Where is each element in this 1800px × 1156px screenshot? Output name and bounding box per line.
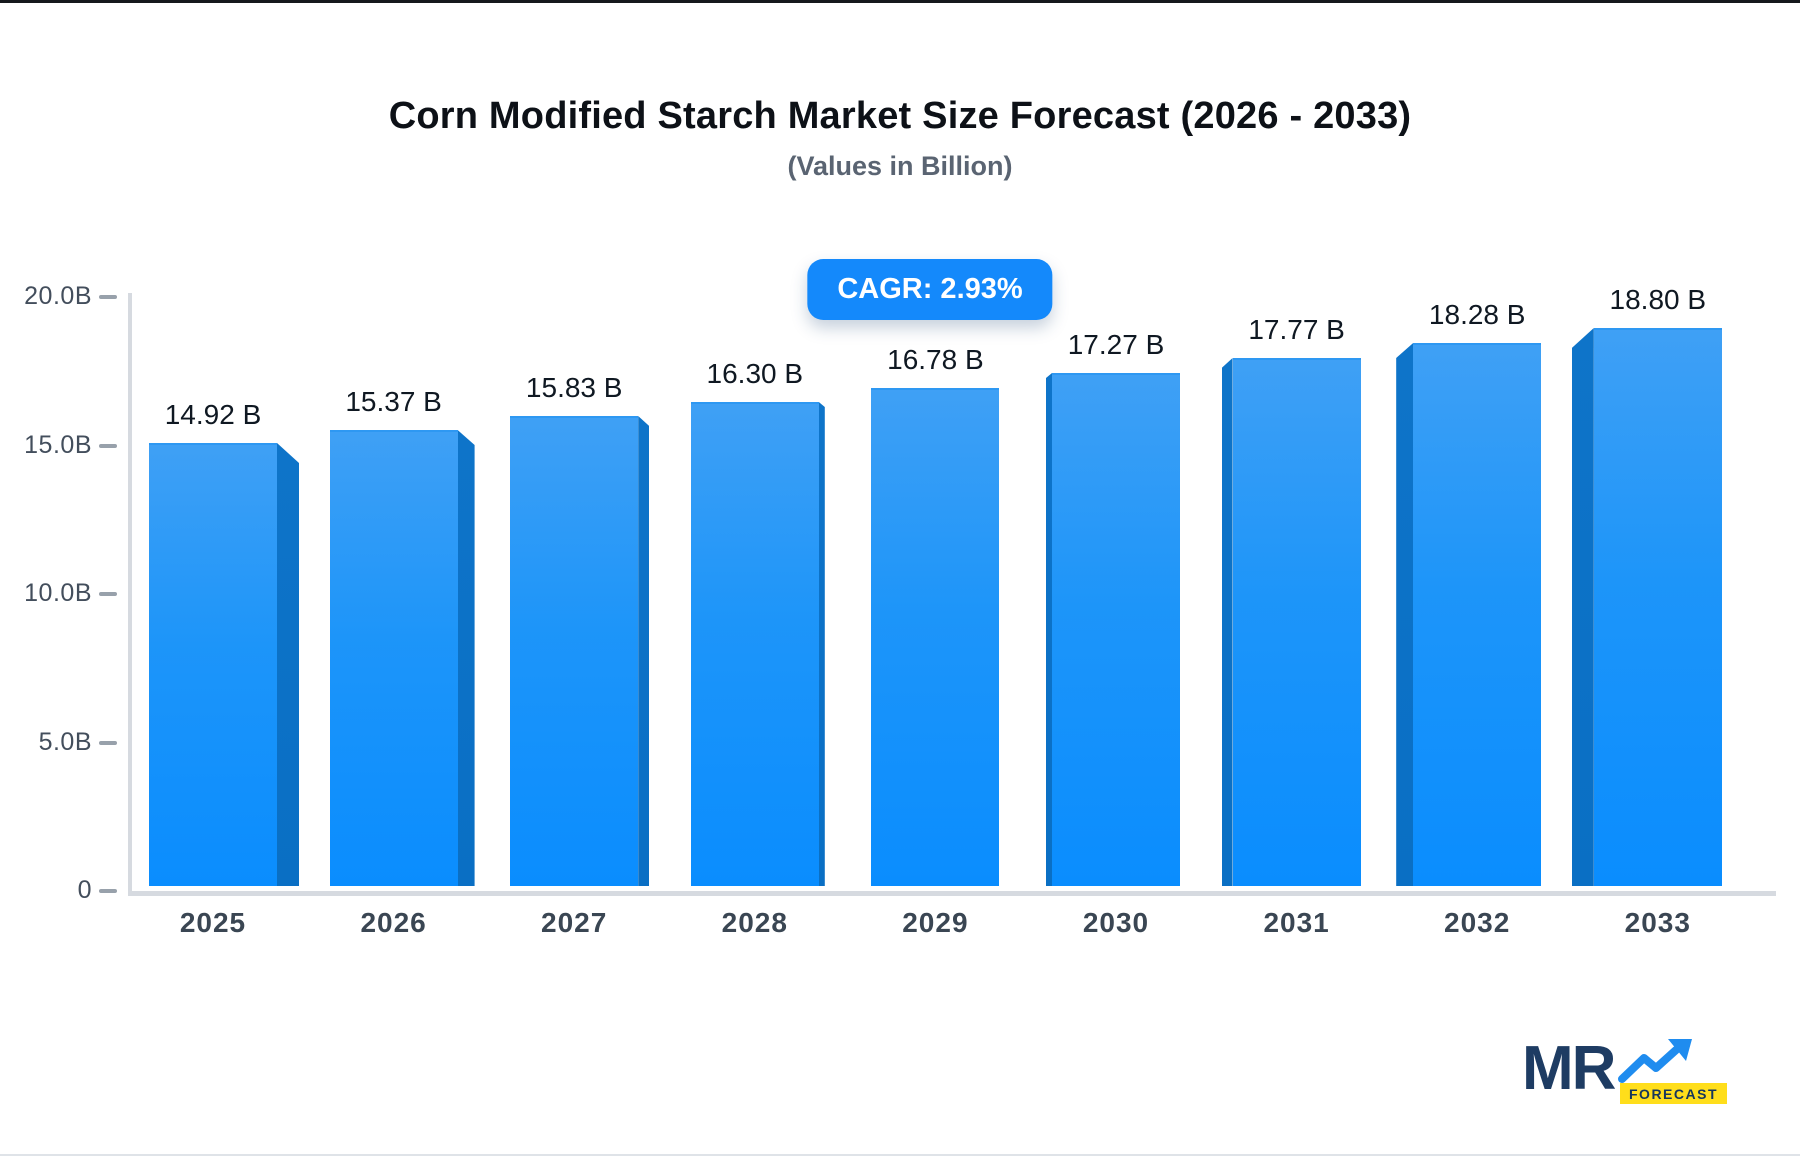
bar-value-label: 17.27 B: [1067, 329, 1165, 360]
bar-front-face: [871, 388, 1000, 886]
bar-value-label: 16.78 B: [887, 344, 984, 375]
y-axis-tick: [99, 740, 117, 745]
bar-front-face: [329, 430, 458, 886]
x-axis-label-2031: 2031: [1263, 907, 1330, 938]
bar-side-face: [1046, 373, 1052, 886]
bar-2030: 17.27 B: [1046, 329, 1180, 886]
y-axis-tick: [99, 592, 117, 596]
bar-front-face: [1413, 343, 1542, 886]
bar-2033: 18.80 B: [1571, 284, 1722, 886]
logo-mr-text: MR: [1522, 1034, 1616, 1103]
logo-forecast-label: FORECAST: [1620, 1083, 1727, 1104]
bar-value-label: 16.30 B: [706, 358, 804, 389]
y-axis-line: [128, 293, 132, 895]
bar-value-label: 15.83 B: [525, 372, 623, 403]
bar-side-face: [1221, 358, 1233, 886]
bar-value-label: 17.77 B: [1248, 314, 1345, 345]
bar-2031: 17.77 B: [1221, 314, 1361, 886]
y-axis-tick: [99, 443, 117, 448]
bar-2027: 15.83 B: [510, 372, 650, 886]
y-axis-tick-label: 20.0B: [24, 282, 92, 310]
bar-value-label: 14.92 B: [164, 399, 262, 430]
x-axis-label-2025: 2025: [179, 907, 247, 938]
bar-side-face: [1571, 328, 1594, 886]
bar-value-label: 18.28 B: [1428, 299, 1526, 330]
bar-front-face: [1232, 358, 1361, 886]
x-axis-label-2026: 2026: [360, 907, 427, 938]
bar-side-face: [277, 443, 299, 886]
x-axis-label-2033: 2033: [1624, 907, 1691, 938]
chart-subtitle: (Values in Billion): [787, 151, 1013, 181]
bar-value-label: 15.37 B: [345, 386, 442, 417]
y-axis-tick-label: 5.0B: [38, 727, 92, 756]
chart-title: Corn Modified Starch Market Size Forecas…: [388, 95, 1412, 137]
bar-side-face: [638, 416, 650, 886]
y-axis-tick-label: 10.0B: [24, 579, 92, 607]
bar-front-face: [1593, 328, 1722, 886]
bar-front-face: [510, 416, 639, 886]
bar-side-face: [1396, 343, 1414, 886]
bar-2029: 16.78 B: [871, 344, 1000, 886]
bar-front-face: [690, 402, 819, 886]
bar-value-label: 18.80 B: [1609, 284, 1707, 315]
bar-side-face: [457, 430, 475, 886]
y-axis-tick: [99, 889, 117, 893]
bar-side-face: [818, 402, 825, 886]
bar-front-face: [149, 443, 277, 886]
y-axis-tick-label: 15.0B: [24, 430, 92, 459]
bar-2026: 15.37 B: [329, 386, 475, 886]
y-axis-tick: [99, 295, 117, 299]
mr-forecast-logo: MR FORECAST: [1522, 1031, 1727, 1117]
bar-front-face: [1052, 373, 1180, 886]
x-axis-label-2029: 2029: [902, 907, 969, 938]
bar-2025: 14.92 B: [149, 399, 299, 886]
x-axis-baseline: [128, 891, 1776, 896]
y-axis-tick-label: 0: [77, 876, 92, 904]
x-axis-label-2032: 2032: [1444, 907, 1511, 938]
trend-arrow-icon: [1618, 1039, 1692, 1083]
cagr-badge: CAGR: 2.93%: [807, 259, 1053, 320]
x-axis-label-2027: 2027: [541, 907, 608, 938]
bar-2028: 16.30 B: [690, 358, 825, 886]
x-axis-label-2028: 2028: [721, 907, 788, 938]
x-axis-label-2030: 2030: [1082, 907, 1150, 938]
bar-2032: 18.28 B: [1396, 299, 1542, 886]
